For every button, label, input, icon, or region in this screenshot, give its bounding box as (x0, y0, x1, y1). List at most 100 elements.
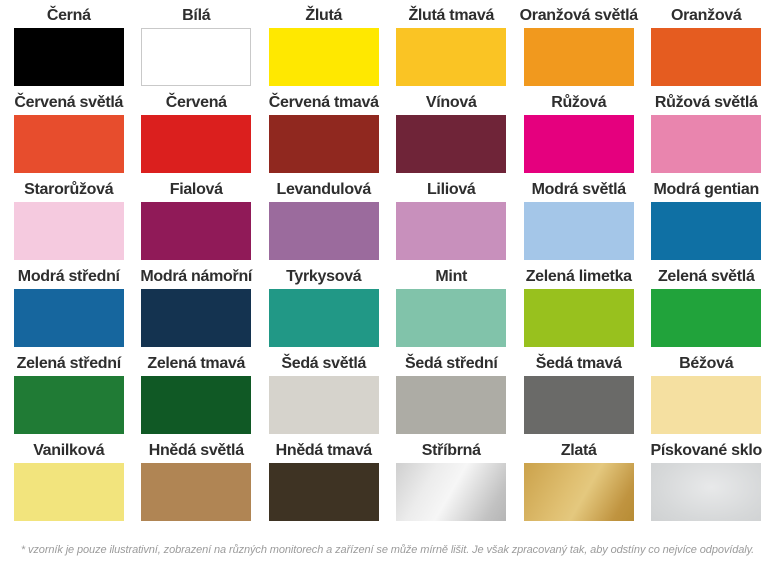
color-cell: Bílá (133, 5, 261, 92)
footnote: * vzorník je pouze ilustrativní, zobraze… (20, 544, 755, 556)
color-swatch (396, 115, 507, 173)
color-swatch (651, 28, 762, 86)
color-label: Bílá (182, 7, 211, 24)
color-cell: Modrá gentian (643, 179, 771, 266)
color-cell: Zlatá (515, 440, 643, 527)
color-cell: Zelená tmavá (133, 353, 261, 440)
color-cell: Starorůžová (5, 179, 133, 266)
color-cell: Růžová (515, 92, 643, 179)
color-label: Levandulová (276, 181, 371, 198)
color-cell: Mint (388, 266, 516, 353)
color-label: Růžová (551, 94, 607, 111)
color-cell: Žlutá (260, 5, 388, 92)
color-cell: Šedá střední (388, 353, 516, 440)
color-label: Růžová světlá (654, 94, 758, 111)
color-swatch (523, 28, 634, 86)
color-swatch (13, 202, 124, 260)
color-swatch (268, 463, 379, 521)
color-label: Zelená světlá (657, 268, 755, 285)
color-cell: Šedá tmavá (515, 353, 643, 440)
color-cell: Červená (133, 92, 261, 179)
color-label: Zelená tmavá (147, 355, 246, 372)
color-label: Žlutá (305, 7, 343, 24)
color-cell: Šedá světlá (260, 353, 388, 440)
color-label: Tyrkysová (286, 268, 362, 285)
color-label: Zelená střední (16, 355, 122, 372)
color-swatch (268, 376, 379, 434)
color-cell: Červená světlá (5, 92, 133, 179)
color-label: Modrá gentian (653, 181, 760, 198)
color-cell: Hnědá tmavá (260, 440, 388, 527)
color-swatch (141, 376, 252, 434)
color-swatch (651, 202, 762, 260)
color-cell: Vínová (388, 92, 516, 179)
color-swatch (268, 28, 379, 86)
color-label: Starorůžová (24, 181, 114, 198)
color-label: Červená světlá (14, 94, 124, 111)
color-label: Liliová (426, 181, 476, 198)
color-cell: Tyrkysová (260, 266, 388, 353)
color-swatch (651, 289, 762, 347)
color-cell: Červená tmavá (260, 92, 388, 179)
color-label: Zelená limetka (525, 268, 632, 285)
color-cell: Růžová světlá (643, 92, 771, 179)
color-label: Šedá střední (405, 355, 498, 372)
color-label: Stříbrná (421, 442, 481, 459)
color-label: Hnědá světlá (148, 442, 244, 459)
color-swatch (396, 289, 507, 347)
color-cell: Liliová (388, 179, 516, 266)
color-label: Fialová (169, 181, 223, 198)
color-cell: Oranžová světlá (515, 5, 643, 92)
color-cell: Oranžová (643, 5, 771, 92)
color-swatch (396, 28, 507, 86)
color-cell: Vanilková (5, 440, 133, 527)
color-swatch (13, 463, 124, 521)
color-swatch (141, 202, 252, 260)
color-cell: Černá (5, 5, 133, 92)
color-label: Pískované sklo (650, 442, 763, 459)
color-swatch (651, 115, 762, 173)
color-label: Žlutá tmavá (408, 7, 495, 24)
color-swatch (13, 376, 124, 434)
color-label: Vínová (425, 94, 477, 111)
color-swatch (396, 463, 507, 521)
color-label: Zlatá (560, 442, 597, 459)
color-label: Červená (165, 94, 227, 111)
color-swatch (396, 202, 507, 260)
color-swatch (523, 376, 634, 434)
color-cell: Fialová (133, 179, 261, 266)
color-cell: Hnědá světlá (133, 440, 261, 527)
color-grid: Černá Bílá Žlutá Žlutá tmavá Oranžová sv… (5, 5, 771, 527)
color-swatch (268, 115, 379, 173)
color-swatch (141, 28, 252, 86)
color-swatch (523, 289, 634, 347)
color-label: Šedá tmavá (535, 355, 622, 372)
color-label: Mint (435, 268, 468, 285)
color-label: Šedá světlá (281, 355, 367, 372)
color-label: Béžová (679, 355, 734, 372)
color-swatch (13, 289, 124, 347)
color-swatch (523, 202, 634, 260)
color-swatch (396, 376, 507, 434)
color-label: Modrá námořní (140, 268, 253, 285)
color-cell: Modrá střední (5, 266, 133, 353)
color-label: Oranžová světlá (519, 7, 639, 24)
color-swatch (651, 376, 762, 434)
color-cell: Zelená střední (5, 353, 133, 440)
color-swatch (268, 289, 379, 347)
color-swatch (141, 289, 252, 347)
color-label: Modrá střední (17, 268, 120, 285)
color-swatch (13, 115, 124, 173)
color-swatch (651, 463, 762, 521)
color-label: Oranžová (670, 7, 742, 24)
color-cell: Zelená limetka (515, 266, 643, 353)
color-label: Hnědá tmavá (275, 442, 373, 459)
color-swatch (141, 115, 252, 173)
color-swatch (523, 463, 634, 521)
color-swatch (523, 115, 634, 173)
color-swatch (13, 28, 124, 86)
color-label: Červená tmavá (268, 94, 379, 111)
color-label: Modrá světlá (531, 181, 627, 198)
color-cell: Zelená světlá (643, 266, 771, 353)
